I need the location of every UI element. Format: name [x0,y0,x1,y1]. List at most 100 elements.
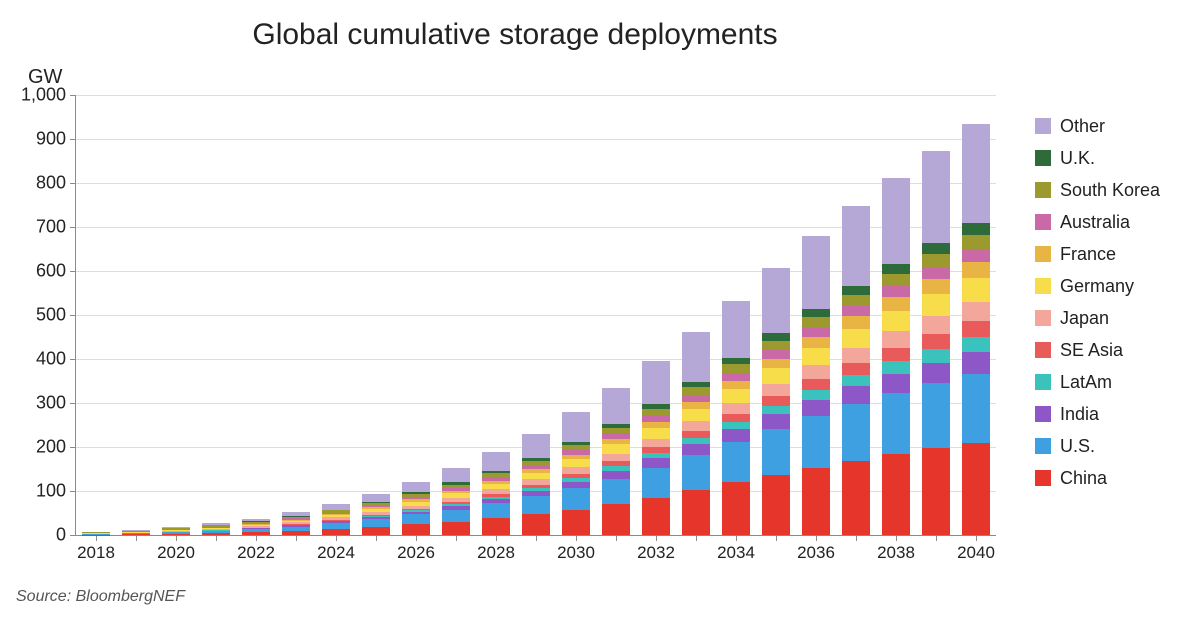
x-tick-mark [656,535,657,541]
bar-segment-China [842,461,871,535]
bar-segment-China [762,475,791,535]
bar-segment-India [602,471,631,479]
bar-column [202,523,231,535]
bar-segment-US [962,374,991,442]
bar-segment-SouthKorea [922,254,951,267]
bar-segment-India [642,458,671,467]
x-tick-mark [976,535,977,541]
x-tick-mark [536,535,537,541]
legend-item-Australia: Australia [1035,206,1195,238]
bar-segment-France [722,381,751,389]
y-tick-label: 600 [6,261,66,282]
bar-segment-China [522,514,551,535]
bar-segment-SEAsia [922,334,951,349]
legend-label: Other [1060,116,1105,137]
bar-segment-US [362,519,391,527]
bar-segment-US [442,510,471,522]
legend-item-China: China [1035,462,1195,494]
x-tick-label: 2040 [957,543,995,563]
bar-column [322,504,351,535]
legend-label: Germany [1060,276,1134,297]
bar-column [482,452,511,535]
bar-segment-US [482,503,511,518]
bar-segment-US [922,383,951,448]
bar-segment-India [802,400,831,416]
x-tick-label: 2032 [637,543,675,563]
bar-segment-Australia [722,373,751,381]
bar-segment-India [762,414,791,429]
x-tick-mark [816,535,817,541]
x-tick-mark [296,535,297,541]
bar-segment-Japan [882,331,911,347]
bar-segment-SouthKorea [762,341,791,350]
bar-segment-France [682,402,711,409]
bar-segment-Germany [922,294,951,316]
bar-column [922,151,951,535]
y-tick-mark [70,447,76,448]
y-tick-mark [70,403,76,404]
bar-segment-US [882,393,911,455]
legend-swatch [1035,438,1051,454]
x-tick-label: 2038 [877,543,915,563]
bar-segment-SouthKorea [962,235,991,249]
bar-segment-UK [802,309,831,317]
legend-swatch [1035,374,1051,390]
y-tick-mark [70,271,76,272]
legend-item-LatAm: LatAm [1035,366,1195,398]
source-text: Source: BloombergNEF [16,588,185,606]
bar-segment-China [162,534,191,535]
legend-label: France [1060,244,1116,265]
bar-segment-SEAsia [762,396,791,406]
bar-segment-India [962,352,991,374]
bar-segment-UK [722,358,751,365]
bar-column [682,332,711,535]
bar-segment-UK [882,264,911,274]
bar-segment-China [682,490,711,535]
legend-item-India: India [1035,398,1195,430]
bar-segment-India [562,482,591,489]
bar-segment-SEAsia [722,414,751,422]
y-tick-mark [70,315,76,316]
bar-segment-US [682,455,711,490]
x-tick-mark [416,535,417,541]
bar-segment-Japan [762,384,791,396]
bar-segment-Australia [762,350,791,359]
bar-segment-Japan [962,302,991,321]
bar-segment-UK [962,223,991,235]
bar-segment-Australia [802,327,831,337]
bar-segment-Other [602,388,631,424]
bar-segment-LatAm [842,375,871,386]
bar-segment-Germany [562,459,591,467]
bar-column [362,494,391,535]
bar-column [722,301,751,535]
y-tick-label: 300 [6,393,66,414]
bar-segment-China [242,532,271,535]
bar-segment-US [842,404,871,461]
y-tick-label: 100 [6,481,66,502]
bar-column [642,361,671,535]
bar-segment-US [562,488,591,510]
bar-segment-Other [442,468,471,482]
bar-segment-Other [802,236,831,309]
bar-segment-Other [722,301,751,358]
bar-segment-LatAm [962,337,991,352]
bar-segment-China [402,524,431,535]
bar-segment-Other [362,494,391,502]
bar-segment-Germany [762,368,791,383]
legend-item-France: France [1035,238,1195,270]
bar-segment-Germany [602,444,631,453]
x-tick-mark [696,535,697,541]
bar-segment-China [922,448,951,535]
bar-segment-Other [762,268,791,333]
bar-segment-China [322,529,351,535]
bar-segment-Japan [842,348,871,363]
x-tick-mark [176,535,177,541]
bar-segment-China [562,510,591,535]
bar-segment-China [602,504,631,535]
bar-segment-China [202,533,231,535]
x-tick-label: 2034 [717,543,755,563]
x-tick-label: 2022 [237,543,275,563]
bar-segment-LatAm [882,361,911,373]
bar-segment-France [642,422,671,429]
bar-segment-SouthKorea [802,317,831,327]
